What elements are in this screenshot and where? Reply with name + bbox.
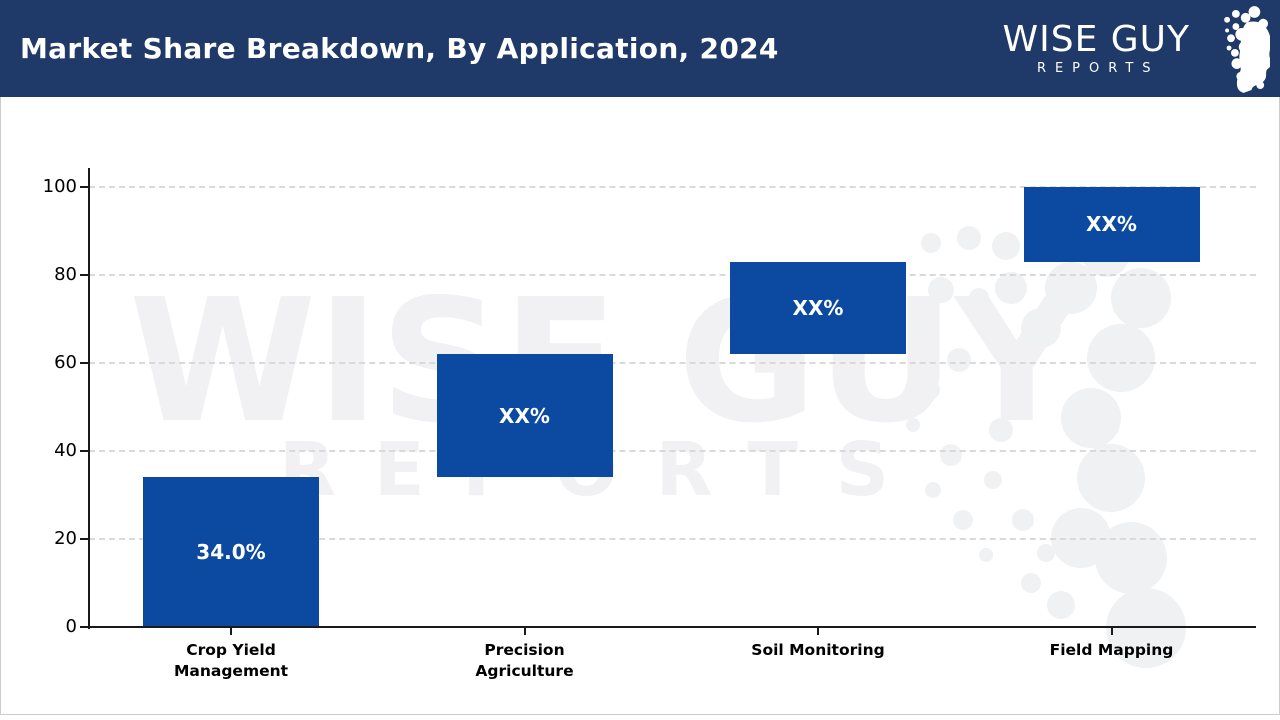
bar-precision-agriculture: XX% [436, 354, 613, 478]
gridline-40 [89, 450, 1256, 452]
page-title: Market Share Breakdown, By Application, … [20, 32, 779, 65]
logo-head-icon [1224, 5, 1270, 93]
y-tick-label-40: 40 [54, 440, 77, 461]
logo-text: WISE GUY REPORTS [1002, 18, 1191, 76]
gridline-80 [89, 274, 1256, 276]
bar-soil-monitoring: XX% [730, 261, 906, 355]
gridline-100 [89, 186, 1256, 188]
y-tickmark-40 [80, 450, 89, 452]
wise-guy-logo: WISE GUY REPORTS [1003, 5, 1280, 93]
x-axis-label-soil-monitoring: Soil Monitoring [751, 641, 885, 659]
logo-wordmark: WISE GUY [1002, 18, 1190, 60]
bar-value-label-field-mapping: XX% [1086, 212, 1137, 237]
x-tickmark-crop-yield-management [230, 628, 232, 635]
y-tickmark-20 [80, 538, 89, 540]
bar-value-label-soil-monitoring: XX% [792, 295, 844, 320]
x-axis-label-crop-yield-management: Crop Yield Management [173, 641, 289, 680]
bar-crop-yield-management: 34.0% [143, 477, 319, 627]
x-tickmark-precision-agriculture [523, 628, 526, 635]
x-tickmark-field-mapping [1110, 628, 1113, 635]
bar-value-label-crop-yield-management: 34.0% [196, 540, 266, 565]
logo-subtitle: REPORTS [1036, 60, 1160, 76]
x-axis-label-precision-agriculture: Precision Agriculture [475, 641, 574, 680]
y-tickmark-100 [80, 186, 89, 188]
y-axis-line [88, 168, 90, 629]
bar-value-label-precision-agriculture: XX% [499, 403, 550, 428]
gridline-20 [89, 538, 1256, 540]
x-axis-line [88, 626, 1256, 628]
y-tickmark-80 [80, 274, 89, 276]
x-axis-label-field-mapping: Field Mapping [1049, 641, 1174, 659]
header-bar: Market Share Breakdown, By Application, … [0, 0, 1280, 97]
y-tick-label-80: 80 [54, 264, 77, 285]
y-tick-label-100: 100 [42, 176, 77, 197]
y-tick-label-0: 0 [65, 616, 77, 637]
y-tickmark-60 [80, 362, 89, 364]
y-tickmark-0 [80, 626, 89, 628]
y-tick-label-20: 20 [54, 528, 77, 549]
watermark-head-icon [906, 223, 1186, 668]
bar-field-mapping: XX% [1023, 187, 1200, 262]
y-tick-label-60: 60 [54, 352, 77, 373]
gridline-60 [89, 362, 1256, 364]
x-tickmark-soil-monitoring [817, 628, 819, 635]
